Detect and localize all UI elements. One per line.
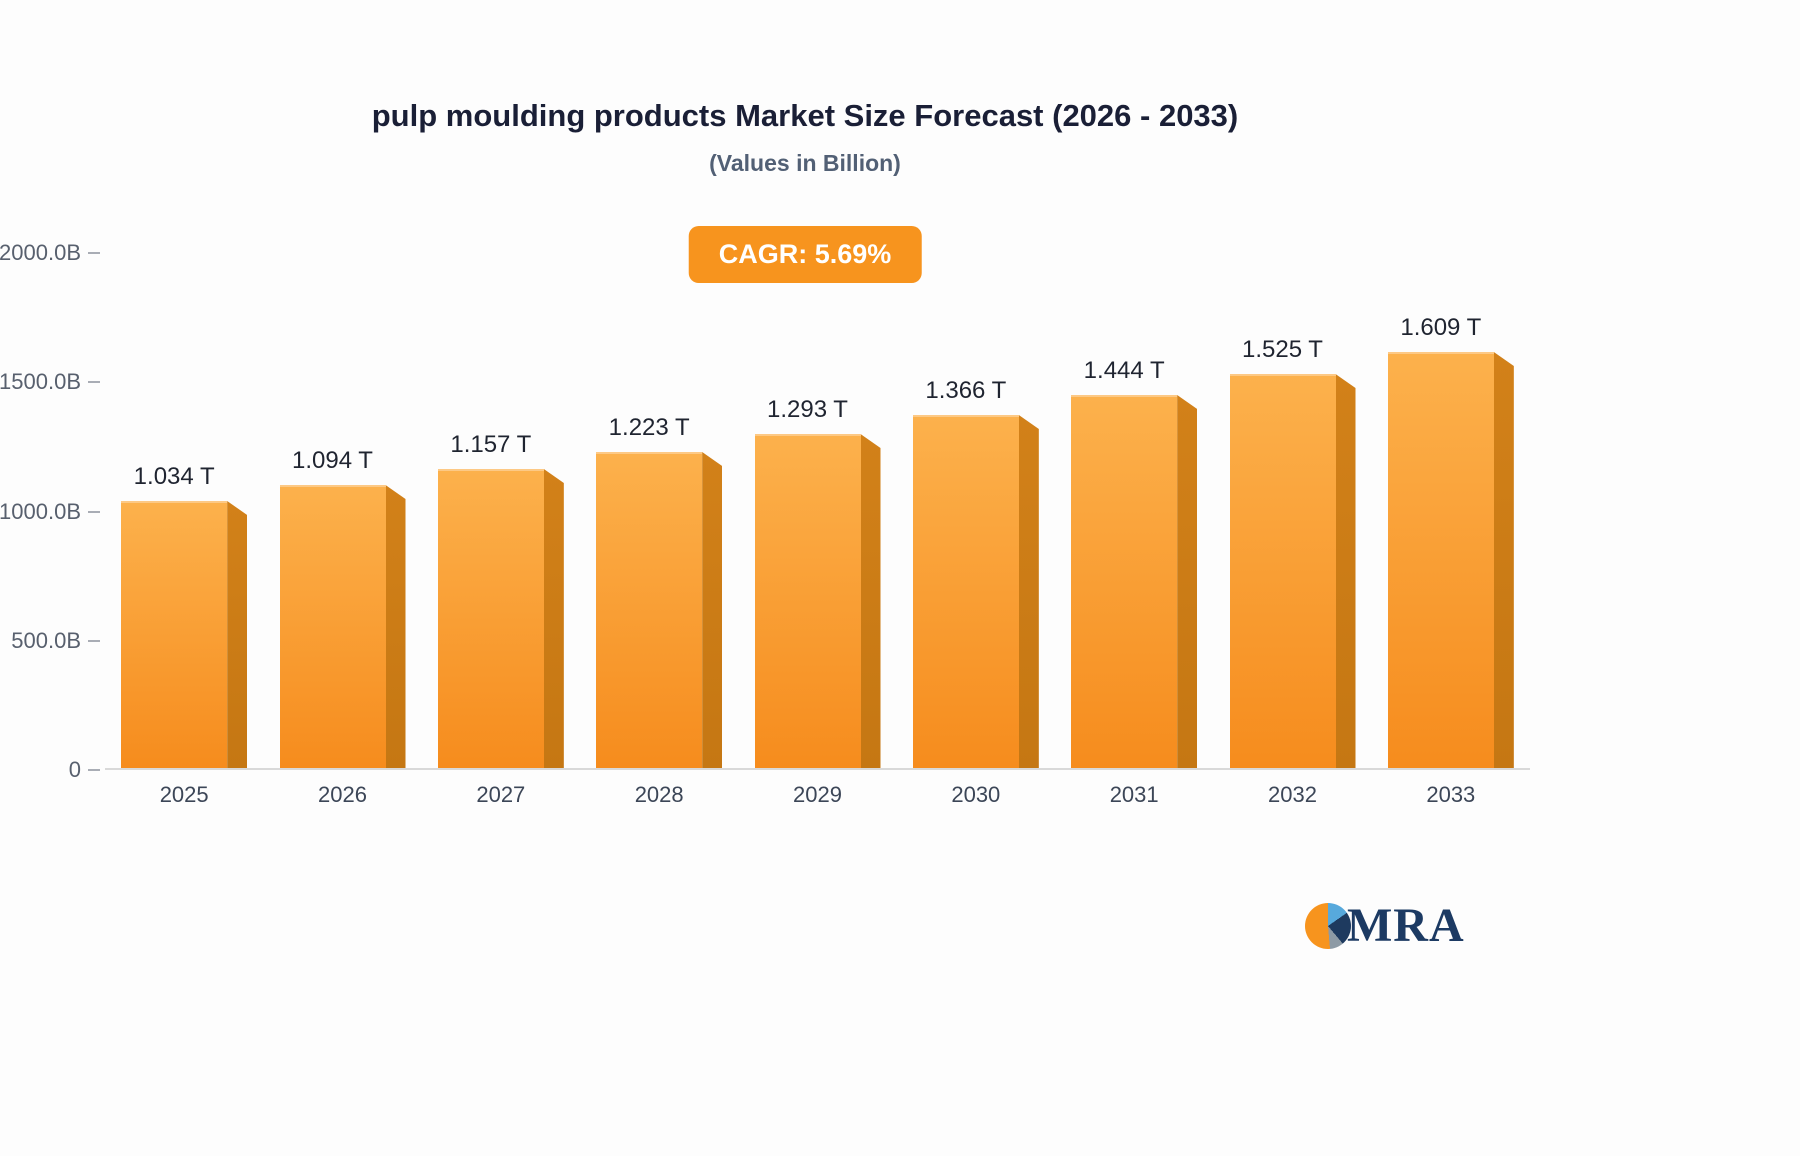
bar-2026: 1.094 T — [279, 435, 406, 768]
bar-front-face — [754, 434, 861, 768]
bar-side-face — [860, 434, 881, 768]
bar-value-label: 1.094 T — [292, 447, 373, 474]
bar-value-label: 1.525 T — [1242, 336, 1323, 363]
bar-side-face — [385, 485, 406, 768]
bar-value-label: 1.444 T — [1083, 357, 1165, 384]
x-axis-label-2027: 2027 — [476, 782, 526, 807]
bar-2032: 1.525 T — [1229, 324, 1356, 768]
bar-2033: 1.609 T — [1387, 302, 1514, 768]
bar-2025: 1.034 T — [121, 451, 248, 768]
y-tick-label: 1500.0B — [0, 369, 81, 395]
y-tick-mark — [88, 252, 100, 254]
bar-side-face — [1177, 395, 1198, 768]
bar-front-face — [279, 485, 386, 768]
bar-2027: 1.157 T — [437, 419, 564, 768]
mra-logo: MRA — [1305, 898, 1465, 953]
bar-front-face — [1387, 352, 1494, 768]
bar-side-face — [1335, 374, 1356, 768]
x-axis-label-2031: 2031 — [1109, 782, 1159, 807]
bar-value-label: 1.034 T — [133, 463, 215, 490]
bar-value-label: 1.366 T — [925, 377, 1007, 404]
y-tick-mark — [88, 769, 100, 771]
pie-chart-icon — [1305, 902, 1351, 949]
bar-2030: 1.366 T — [912, 365, 1039, 768]
x-axis-label-2030: 2030 — [951, 782, 1001, 807]
x-axis-label-2026: 2026 — [318, 782, 367, 807]
chart-title: pulp moulding products Market Size Forec… — [371, 98, 1239, 133]
y-tick-label: 500.0B — [11, 627, 81, 653]
bar-side-face — [227, 501, 248, 768]
bar-value-label: 1.223 T — [608, 414, 690, 441]
bar-front-face — [437, 469, 544, 768]
y-tick-label: 1000.0B — [0, 498, 81, 524]
bar-front-face — [596, 452, 703, 768]
bar-value-label: 1.293 T — [767, 396, 848, 423]
x-axis: 2025 2026 2027 2028 2029 2030 2031 2032 2033 — [105, 782, 1530, 816]
bar-side-face — [1018, 415, 1039, 768]
plot-area: 1.034 T 1.094 T 1.157 T 1.223 T 1.293 T 1.366… — [105, 253, 1530, 770]
bar-front-face — [1071, 395, 1178, 768]
bar-2028: 1.223 T — [596, 402, 723, 768]
y-axis: 2000.0B 1500.0B 1000.0B 500.0B 0 — [0, 240, 100, 782]
y-tick-mark — [88, 381, 100, 384]
y-tick: 0 — [69, 757, 100, 783]
y-tick-label: 0 — [68, 757, 81, 782]
bar-front-face — [912, 415, 1019, 768]
cagr-badge: CAGR: 5.69% — [688, 226, 922, 283]
bar-side-face — [1493, 352, 1514, 768]
chart-subtitle: (Values in Billion) — [709, 150, 901, 176]
bar-side-face — [543, 469, 564, 768]
bar-side-face — [702, 452, 723, 768]
x-axis-label-2032: 2032 — [1268, 782, 1317, 807]
y-tick-mark — [88, 639, 100, 642]
y-tick-mark — [88, 510, 100, 513]
bar-front-face — [121, 501, 228, 768]
x-axis-label-2028: 2028 — [634, 782, 684, 807]
x-axis-label-2033: 2033 — [1426, 782, 1476, 807]
bar-value-label: 1.609 T — [1400, 314, 1482, 341]
y-tick: 2000.0B — [0, 240, 100, 266]
x-axis-label-2029: 2029 — [793, 782, 842, 807]
y-tick: 1500.0B — [0, 369, 100, 395]
y-tick: 500.0B — [11, 628, 100, 654]
bar-front-face — [1229, 374, 1336, 768]
x-axis-label-2025: 2025 — [159, 782, 209, 807]
bar-2029: 1.293 T — [754, 384, 881, 768]
y-tick-label: 2000.0B — [0, 240, 81, 265]
y-tick: 1000.0B — [0, 499, 100, 525]
logo-text: MRA — [1347, 899, 1465, 952]
bar-2031: 1.444 T — [1071, 345, 1198, 768]
bar-value-label: 1.157 T — [450, 431, 532, 458]
